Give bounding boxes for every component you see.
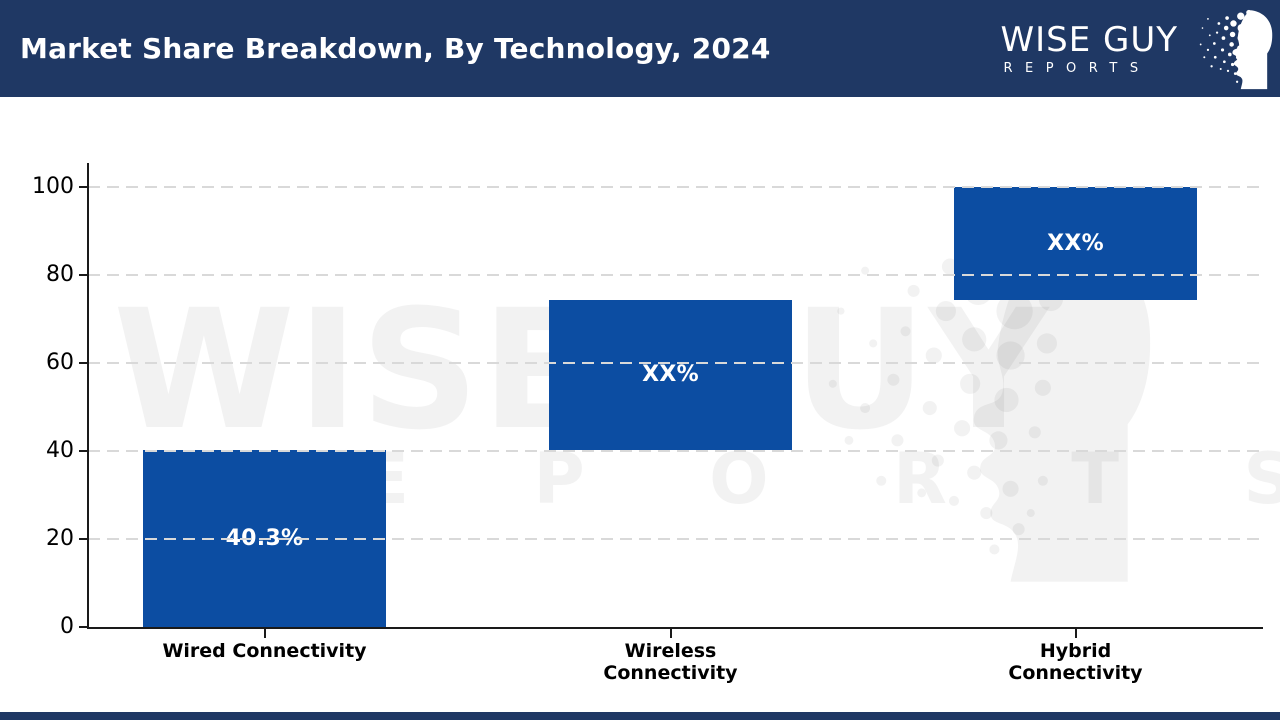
gridline-80 [88,274,1262,276]
bar-value-label-1: XX% [642,362,699,388]
chart-bar-1: XX% [549,300,792,450]
gridline-40 [88,450,1262,452]
y-tick-0 [79,626,88,628]
x-tick-0 [263,629,266,638]
y-axis-line [87,163,89,629]
y-tick-60 [79,362,88,364]
y-tick-label-80: 80 [46,262,74,287]
y-tick-label-100: 100 [32,174,74,199]
chart-bar-2: XX% [954,187,1197,301]
y-tick-20 [79,538,88,540]
footer-bar [0,712,1280,720]
bar-value-label-2: XX% [1047,231,1104,257]
category-label-0: Wired Connectivity [162,640,367,662]
brand-subtitle: REPORTS [1003,60,1151,76]
y-tick-label-60: 60 [46,350,74,375]
y-tick-label-20: 20 [46,526,74,551]
brand-logo: WISE GUY REPORTS [1000,6,1274,91]
category-label-2: Hybrid Connectivity [1008,640,1143,684]
y-tick-label-40: 40 [46,438,74,463]
header-bar: Market Share Breakdown, By Technology, 2… [0,0,1280,97]
category-label-1: Wireless Connectivity [603,640,738,684]
y-tick-label-0: 0 [60,614,74,639]
gridline-20 [88,538,1262,540]
y-tick-40 [79,450,88,452]
page-title: Market Share Breakdown, By Technology, 2… [20,32,771,65]
gridline-100 [88,186,1262,188]
x-axis-line [87,627,1263,629]
y-tick-80 [79,274,88,276]
brand-name: WISE GUY [1000,19,1178,60]
x-tick-1 [669,629,672,638]
y-tick-100 [79,186,88,188]
brand-face-icon [1199,9,1273,89]
gridline-60 [88,362,1262,364]
brand-logo-text: WISE GUY REPORTS [1000,23,1178,75]
x-tick-2 [1074,629,1077,638]
